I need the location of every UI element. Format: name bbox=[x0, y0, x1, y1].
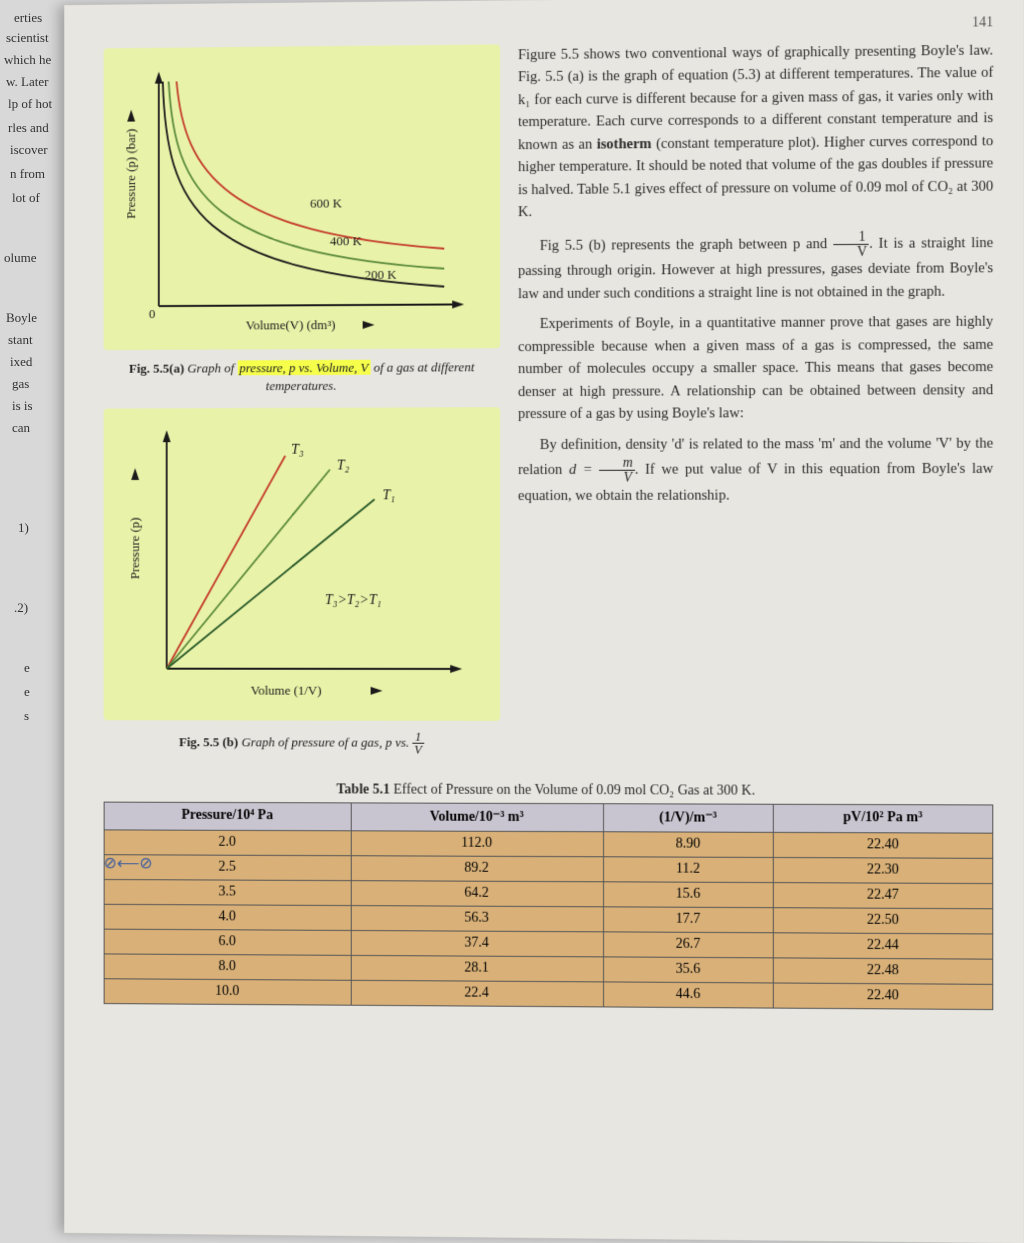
table-cell: 6.0 bbox=[104, 929, 351, 955]
boyle-data-table: Pressure/10⁴ PaVolume/10⁻³ m³(1/V)/m⁻³pV… bbox=[104, 801, 994, 1009]
chart-b-relation: T₃>T₂>T₁ bbox=[325, 593, 381, 608]
table-cell: 26.7 bbox=[603, 932, 773, 958]
table-body: 2.0112.08.9022.402.589.211.222.303.564.2… bbox=[104, 830, 993, 1010]
table-cell: 17.7 bbox=[603, 907, 773, 933]
caption-a: Fig. 5.5(a) Graph of pressure, p vs. Vol… bbox=[104, 358, 500, 395]
table-title: Table 5.1 Effect of Pressure on the Volu… bbox=[104, 782, 994, 801]
table-cell: 11.2 bbox=[603, 857, 773, 883]
chart-a-box: 0 Volume(V) (dm³) Pressure (p) (bar) 600… bbox=[104, 44, 500, 350]
table-cell: 37.4 bbox=[351, 930, 603, 956]
table-row: 2.0112.08.9022.40 bbox=[104, 830, 993, 858]
table-cell: 4.0 bbox=[104, 904, 351, 930]
table-cell: 89.2 bbox=[351, 855, 603, 881]
svg-text:T₁: T₁ bbox=[383, 488, 396, 503]
svg-text:200 K: 200 K bbox=[365, 267, 398, 282]
handwritten-annotation: ⊘⟵⊘ bbox=[104, 853, 153, 873]
right-column: Figure 5.5 shows two conventional ways o… bbox=[518, 39, 993, 772]
table-cell: 56.3 bbox=[351, 905, 603, 931]
paragraph-2: Fig 5.5 (b) represents the graph between… bbox=[518, 229, 993, 306]
table-cell: 28.1 bbox=[351, 955, 603, 982]
chart-b-xlabel: Volume (1/V) bbox=[251, 683, 322, 698]
chart-a-xlabel: Volume(V) (dm³) bbox=[246, 317, 336, 332]
paragraph-3: Experiments of Boyle, in a quantitative … bbox=[518, 311, 993, 426]
table-cell: 22.40 bbox=[773, 832, 993, 858]
table-cell: 22.48 bbox=[773, 958, 993, 984]
table-cell: 112.0 bbox=[351, 831, 603, 857]
page-content: 0 Volume(V) (dm³) Pressure (p) (bar) 600… bbox=[104, 39, 994, 772]
svg-text:600 K: 600 K bbox=[310, 195, 343, 210]
table-cell: 8.0 bbox=[104, 954, 351, 980]
table-cell: 22.4 bbox=[351, 980, 603, 1007]
table-cell: 10.0 bbox=[104, 979, 351, 1005]
table-cell: 3.5 bbox=[104, 879, 351, 905]
table-header-cell: pV/10² Pa m³ bbox=[773, 804, 993, 833]
table-cell: 44.6 bbox=[603, 982, 773, 1008]
chart-a-origin: 0 bbox=[149, 306, 155, 321]
table-header-cell: (1/V)/m⁻³ bbox=[603, 803, 773, 832]
chart-a-ylabel: Pressure (p) (bar) bbox=[123, 129, 138, 219]
table-header-row: Pressure/10⁴ PaVolume/10⁻³ m³(1/V)/m⁻³pV… bbox=[104, 802, 993, 833]
svg-text:400 K: 400 K bbox=[330, 233, 363, 248]
chart-b-ylabel: Pressure (p) bbox=[127, 517, 142, 579]
svg-text:T₃: T₃ bbox=[291, 443, 304, 458]
caption-b: Fig. 5.5 (b) Graph of pressure of a gas,… bbox=[104, 730, 500, 756]
table-header-cell: Pressure/10⁴ Pa bbox=[104, 802, 351, 831]
table-cell: 22.30 bbox=[773, 857, 993, 883]
paragraph-1: Figure 5.5 shows two conventional ways o… bbox=[518, 39, 993, 223]
chart-b-box: Volume (1/V) Pressure (p) T₃ T₂ T₁ T₃>T₂>T… bbox=[104, 407, 500, 721]
table-cell: 8.90 bbox=[603, 832, 773, 858]
left-column: 0 Volume(V) (dm³) Pressure (p) (bar) 600… bbox=[104, 44, 500, 770]
textbook-page: 141 0 Volume(V) (dm³) Pressure (p) (bar)… bbox=[64, 0, 1023, 1243]
table-cell: 64.2 bbox=[351, 880, 603, 906]
table-cell: 15.6 bbox=[603, 882, 773, 908]
table-cell: 22.47 bbox=[773, 882, 993, 908]
page-number: 141 bbox=[104, 15, 994, 40]
table-cell: 22.50 bbox=[773, 907, 993, 933]
table-row: 10.022.444.622.40 bbox=[104, 979, 993, 1010]
table-cell: 2.0 bbox=[104, 830, 351, 856]
paragraph-4: By definition, density 'd' is related to… bbox=[518, 432, 993, 507]
table-cell: 22.40 bbox=[773, 983, 993, 1010]
svg-text:T₂: T₂ bbox=[337, 459, 350, 474]
book-spine-text: ertiesscientistwhich hew. Laterlp of hot… bbox=[0, 0, 60, 1238]
chart-a-svg: 0 Volume(V) (dm³) Pressure (p) (bar) 600… bbox=[117, 57, 484, 339]
table-header-cell: Volume/10⁻³ m³ bbox=[351, 803, 603, 832]
table-cell: 35.6 bbox=[603, 957, 773, 983]
table-cell: 22.44 bbox=[773, 933, 993, 959]
chart-b-svg: Volume (1/V) Pressure (p) T₃ T₂ T₁ T₃>T₂>T… bbox=[117, 419, 484, 709]
